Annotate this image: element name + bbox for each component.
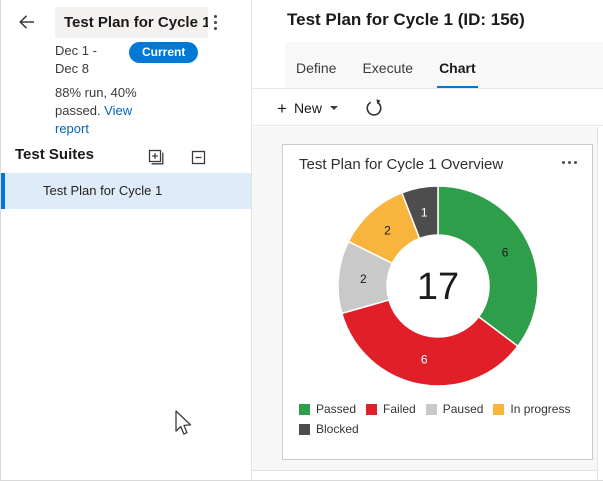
back-button[interactable] [17, 13, 37, 31]
current-badge: Current [129, 42, 199, 63]
legend-label: Passed [316, 402, 357, 416]
legend-swatch [493, 403, 505, 415]
toolbar: + New [252, 90, 603, 126]
page-title: Test Plan for Cycle 1 (ID: 156) [287, 10, 525, 29]
expand-all-icon [148, 149, 164, 165]
plus-icon: + [277, 98, 287, 118]
collapse-all-icon [191, 150, 206, 165]
legend-item-blocked: Blocked [299, 422, 359, 436]
plan-title-field[interactable]: Test Plan for Cycle 1 [55, 7, 208, 38]
tab-strip-band [285, 42, 603, 88]
chevron-down-icon [329, 106, 338, 110]
suite-tree-item-selected[interactable]: Test Plan for Cycle 1 [1, 173, 251, 209]
legend-item-failed: Failed [366, 402, 416, 416]
chart-legend: Passed Failed Paused In progress Blocked [299, 402, 589, 436]
date-range: Dec 1 - Dec 8 [55, 43, 97, 76]
stats-text: 88% run, 40% passed. [55, 85, 137, 118]
tab-strip: Define Execute Chart [252, 42, 603, 89]
segment-value-label: 6 [502, 246, 509, 260]
donut-segment-blocked[interactable] [401, 185, 439, 240]
legend-swatch [299, 403, 310, 415]
expand-all-button[interactable] [148, 149, 165, 166]
segment-value-label: 2 [360, 272, 367, 286]
card-menu-button[interactable] [560, 157, 579, 168]
refresh-icon [366, 99, 382, 116]
tab-bar: Define Execute Chart [294, 60, 478, 88]
legend-label: Failed [383, 402, 416, 416]
test-suites-header: Test Suites [15, 146, 94, 163]
chart-card-title: Test Plan for Cycle 1 Overview [299, 156, 504, 173]
refresh-button[interactable] [365, 99, 383, 117]
tab-chart[interactable]: Chart [437, 60, 478, 88]
legend-swatch [366, 403, 378, 415]
tab-execute[interactable]: Execute [362, 60, 414, 76]
tab-define[interactable]: Define [296, 60, 337, 76]
new-button[interactable]: + New [277, 90, 339, 126]
mouse-cursor [171, 408, 193, 438]
legend-swatch [425, 403, 437, 415]
legend-label: Blocked [316, 422, 359, 436]
right-panel: Test Plan for Cycle 1 (ID: 156) Define E… [251, 0, 603, 480]
kebab-menu-icon[interactable] [214, 15, 218, 30]
segment-value-label: 2 [384, 224, 391, 238]
donut-chart: 17 6 6 2 2 1 [337, 185, 539, 387]
segment-value-label: 1 [421, 205, 428, 219]
run-stats: 88% run, 40% passed. View report [55, 84, 169, 138]
donut-segment-failed[interactable] [341, 299, 519, 387]
donut-total-label: 17 [417, 266, 459, 308]
collapse-all-button[interactable] [190, 149, 207, 166]
legend-swatch [299, 423, 310, 435]
vertical-scrollbar-gutter [597, 127, 603, 480]
legend-label: In progress [510, 402, 571, 416]
legend-item-passed: Passed [299, 402, 356, 416]
horizontal-scrollbar-gutter [252, 470, 597, 480]
legend-label: Paused [442, 402, 484, 416]
left-panel: Test Plan for Cycle 1 Dec 1 - Dec 8 Curr… [1, 0, 251, 480]
legend-item-paused: Paused [425, 402, 484, 416]
new-button-label: New [293, 100, 322, 116]
arrow-left-icon [19, 15, 34, 29]
view-report-link[interactable]: View report [55, 103, 133, 136]
legend-item-in-progress: In progress [493, 402, 570, 416]
donut-segment-passed[interactable] [437, 185, 539, 348]
segment-value-label: 6 [421, 353, 428, 367]
